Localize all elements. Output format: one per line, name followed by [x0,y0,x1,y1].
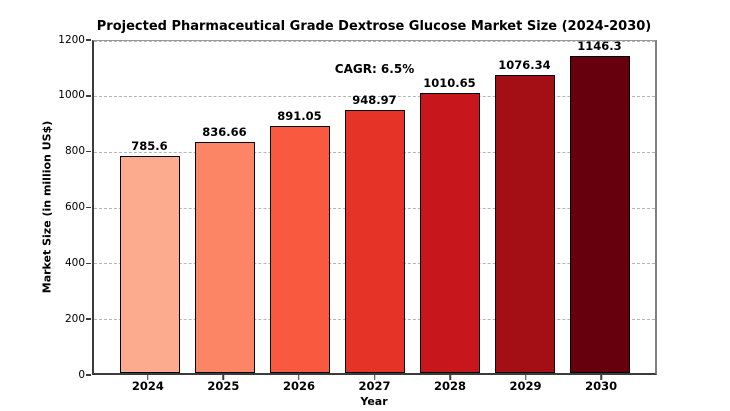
y-tick-label-1200: 1200 [58,33,85,46]
gridline-1000 [94,95,655,97]
y-tick-label-0: 0 [78,368,85,381]
y-tick-mark-0 [86,374,91,376]
y-tick-mark-800 [86,150,91,153]
x-tick-label-2028: 2028 [434,379,467,393]
value-label-2026: 891.05 [277,109,322,124]
plot-area: CAGR: 6.5% 785.6 836.66 891.05 948.97 1010.6… [92,38,657,375]
bar-2025 [194,141,255,373]
bar-2024 [119,155,180,373]
gridline-1200 [94,41,655,42]
y-tick-label-400: 400 [64,256,85,269]
x-axis-label: Year [360,395,388,408]
x-tick-mark-2028 [449,375,451,380]
x-tick-label-2026: 2026 [282,379,315,393]
value-label-2025: 836.66 [202,124,247,139]
x-tick-mark-2030 [600,375,602,380]
bar-2030 [569,55,630,373]
y-tick-mark-600 [86,206,91,209]
bar-2029 [494,75,555,373]
x-tick-label-2029: 2029 [509,379,542,393]
x-tick-mark-2029 [524,375,527,380]
value-label-2030: 1146.3 [577,38,622,53]
y-tick-label-200: 200 [64,312,85,325]
x-tick-label-2027: 2027 [358,379,391,393]
y-tick-label-800: 800 [64,145,85,158]
chart-title: Projected Pharmaceutical Grade Dextrose … [96,19,652,34]
cagr-annotation: CAGR: 6.5% [334,62,415,76]
y-tick-label-600: 600 [64,201,85,213]
y-tick-mark-1200 [86,39,91,41]
y-tick-mark-200 [86,318,91,320]
y-tick-mark-1000 [86,95,91,97]
x-tick-mark-2027 [373,375,376,380]
value-label-2028: 1010.65 [423,76,476,91]
x-tick-label-2024: 2024 [131,379,164,393]
value-label-2029: 1076.34 [498,58,551,73]
value-label-2024: 785.6 [131,138,168,153]
value-label-2027: 948.97 [352,93,397,108]
x-tick-mark-2024 [147,375,149,380]
y-tick-label-1000: 1000 [58,89,85,102]
x-tick-label-2025: 2025 [207,379,240,393]
y-tick-mark-400 [86,262,91,265]
x-tick-label-2030: 2030 [585,379,618,393]
bar-2026 [269,126,330,373]
bar-2028 [419,93,480,373]
x-tick-mark-2026 [298,375,300,380]
x-tick-mark-2025 [222,375,225,380]
bar-2027 [344,110,405,373]
